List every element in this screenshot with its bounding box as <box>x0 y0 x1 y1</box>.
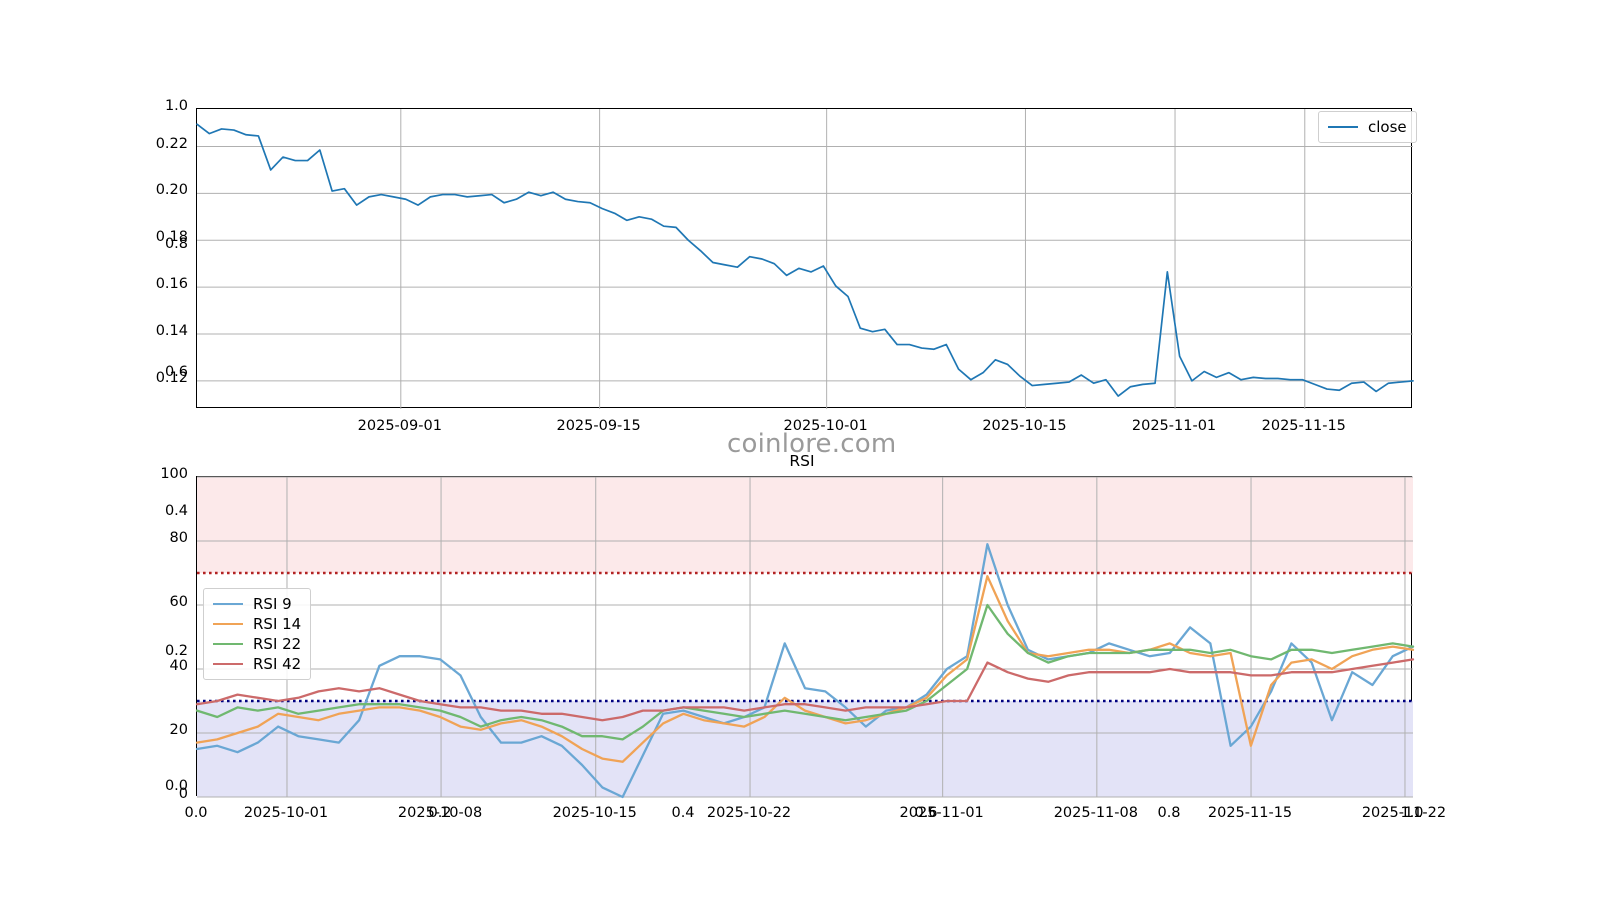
price-gridlines <box>197 109 1413 409</box>
rsi-band-oversold <box>197 701 1413 797</box>
price-x-tick-label: 2025-09-15 <box>556 418 641 434</box>
rsi-y-tick-label: 80 <box>169 530 188 546</box>
rsi-x-tick-label: 2025-10-01 <box>243 805 329 821</box>
price-x-tick-label: 2025-10-01 <box>783 418 868 434</box>
rsi-legend-label: RSI 22 <box>253 635 302 653</box>
legend-line-icon <box>213 663 243 665</box>
rsi-band-overbought <box>197 477 1413 573</box>
price-x-tick-label: 2025-09-01 <box>357 418 442 434</box>
price-plot <box>196 109 1414 409</box>
rsi-x-tick-label: 2025-11-08 <box>1053 805 1138 821</box>
rsi-x-tick-label: 2025-11-22 <box>1361 805 1447 821</box>
legend-line-icon <box>1328 126 1358 128</box>
rsi-y-tick-label: 20 <box>169 722 188 738</box>
rsi-series <box>195 543 1415 799</box>
rsi-legend-item[interactable]: RSI 22 <box>213 634 301 654</box>
price-y-tick-label: 0.14 <box>155 323 188 339</box>
rsi-x-tick-secondary-label: 0.0 <box>184 805 208 821</box>
legend-line-icon <box>213 643 243 645</box>
rsi-legend-item[interactable]: RSI 9 <box>213 594 301 614</box>
rsi-threshold-bands <box>197 477 1413 797</box>
rsi-x-tick-secondary-label: 0.8 <box>1157 805 1181 821</box>
rsi-gridlines <box>197 476 1413 798</box>
price-legend: close <box>1318 111 1417 143</box>
rsi-y-tick-label: 100 <box>160 466 188 482</box>
price-x-tick-label: 2025-10-15 <box>982 418 1067 434</box>
rsi-x-tick-label: 2025-11-01 <box>899 805 984 821</box>
rsi-legend-item[interactable]: RSI 14 <box>213 614 301 634</box>
price-chart-axes <box>196 108 1414 409</box>
price-y-tick-label: 0.18 <box>155 229 188 246</box>
rsi-chart-axes <box>195 476 1415 799</box>
price-legend-item[interactable]: close <box>1328 117 1407 137</box>
price-x-tick-label: 2025-11-15 <box>1261 418 1346 434</box>
rsi-legend-item[interactable]: RSI 42 <box>213 654 301 674</box>
price-y-tick-secondary-label: 0.8 <box>164 236 188 252</box>
rsi-line-rsi-14 <box>195 575 1415 763</box>
price-y-tick-secondary-label: 1.0 <box>164 98 188 114</box>
rsi-y-tick-label: 40 <box>169 658 188 674</box>
rsi-x-tick-secondary-label: 0.2 <box>428 805 452 821</box>
rsi-legend-label: RSI 14 <box>253 615 302 633</box>
price-y-tick-label: 0.20 <box>155 182 188 199</box>
rsi-y-tick-label: 60 <box>169 594 188 610</box>
price-x-tick-label: 2025-11-01 <box>1131 418 1217 434</box>
rsi-line-rsi-42 <box>195 658 1415 722</box>
legend-line-icon <box>213 603 243 605</box>
rsi-legend: RSI 9 RSI 14 RSI 22 RSI 42 <box>203 588 312 680</box>
rsi-line-rsi-22 <box>195 603 1415 741</box>
rsi-line-rsi-9 <box>195 543 1415 799</box>
price-y-tick-secondary-label: 0.6 <box>164 364 188 380</box>
price-y-tick-label: 0.16 <box>155 276 188 293</box>
rsi-x-tick-label: 2025-11-15 <box>1207 805 1293 821</box>
rsi-x-tick-secondary-label: 1.0 <box>1400 805 1424 821</box>
rsi-plot <box>195 476 1415 799</box>
rsi-chart-title: RSI <box>0 452 1600 470</box>
rsi-threshold-lines <box>197 571 1413 703</box>
price-series <box>196 123 1414 397</box>
rsi-y-tick-label: 0 <box>178 786 188 802</box>
rsi-x-tick-label: 2025-10-22 <box>706 805 792 821</box>
watermark: coinlore.com <box>727 429 897 459</box>
rsi-legend-label: RSI 42 <box>253 655 302 673</box>
rsi-legend-label: RSI 9 <box>253 595 292 613</box>
price-y-tick-label: 0.12 <box>155 369 188 386</box>
price-y-tick-label: 0.22 <box>155 135 188 152</box>
legend-line-icon <box>213 623 243 625</box>
rsi-title-text: RSI <box>789 452 815 470</box>
price-line-close <box>196 123 1414 397</box>
rsi-x-tick-secondary-label: 0.4 <box>671 805 695 821</box>
rsi-y-tick-secondary-label: 0.4 <box>164 503 188 519</box>
price-legend-label: close <box>1368 118 1407 136</box>
rsi-y-tick-secondary-label: 0.2 <box>164 643 188 659</box>
rsi-x-tick-secondary-label: 0.6 <box>914 805 938 821</box>
rsi-y-tick-secondary-label: 0.0 <box>164 778 188 794</box>
rsi-x-tick-label: 2025-10-08 <box>397 805 483 821</box>
rsi-x-tick-label: 2025-10-15 <box>552 805 637 821</box>
